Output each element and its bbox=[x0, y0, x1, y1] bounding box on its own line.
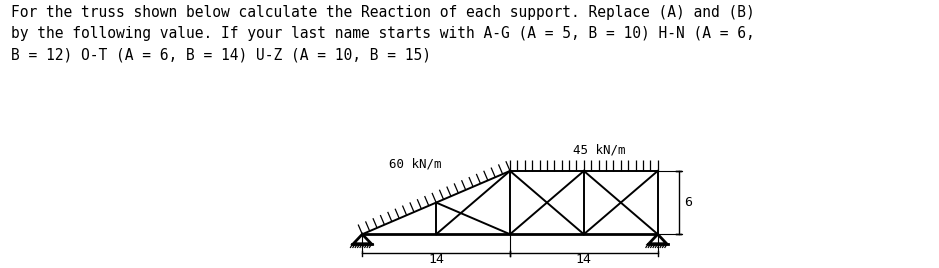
Text: 6: 6 bbox=[685, 196, 692, 209]
Text: For the truss shown below calculate the Reaction of each support. Replace (A) an: For the truss shown below calculate the … bbox=[11, 5, 755, 63]
Text: 60 kN/m: 60 kN/m bbox=[389, 158, 441, 171]
Text: 45 kN/m: 45 kN/m bbox=[574, 144, 626, 157]
Text: 14: 14 bbox=[576, 252, 592, 266]
Text: 14: 14 bbox=[428, 252, 444, 266]
